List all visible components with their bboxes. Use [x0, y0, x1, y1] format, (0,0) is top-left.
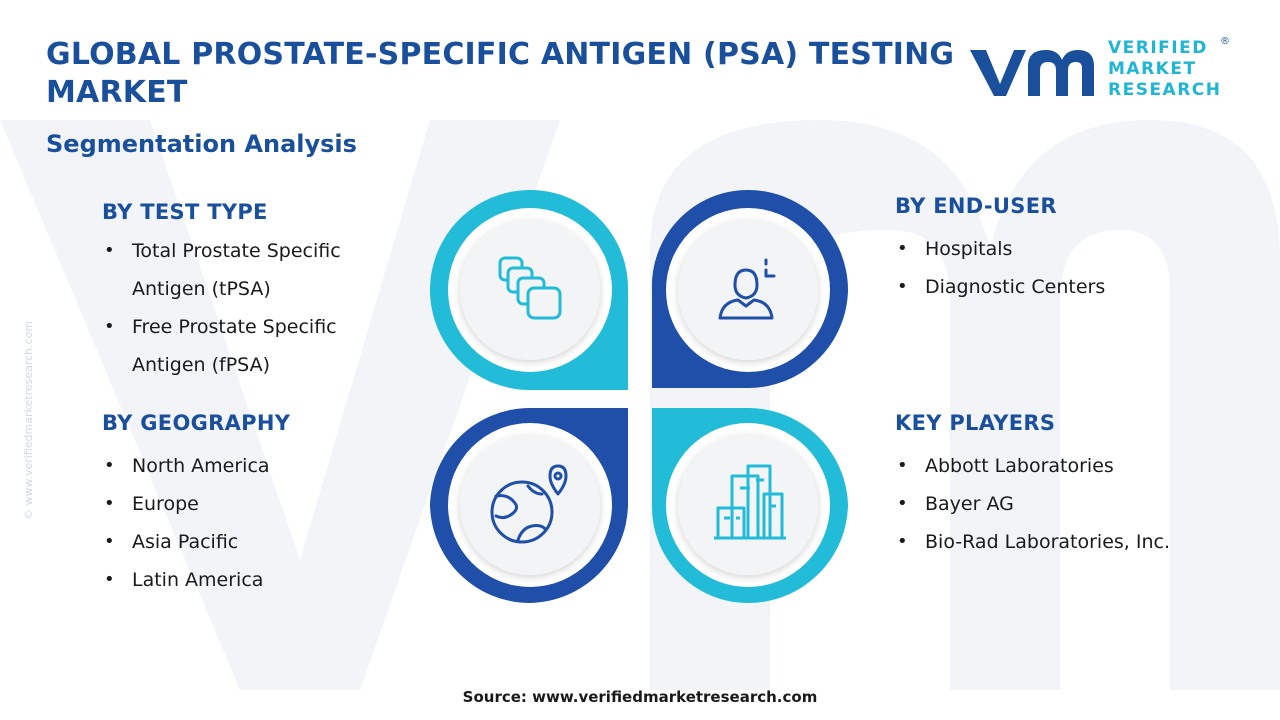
vmr-logo[interactable]: VERIFIED MARKET RESEARCH ®	[966, 36, 1236, 104]
segment-heading: BY GEOGRAPHY	[102, 411, 291, 435]
logo-line3: RESEARCH	[1108, 80, 1222, 100]
globe-location-icon	[490, 464, 568, 544]
list-item: Bio-Rad Laboratories, Inc.	[895, 523, 1235, 561]
logo-wordmark: VERIFIED MARKET RESEARCH	[1108, 38, 1222, 101]
segment-key-players: KEY PLAYERS Abbott Laboratories Bayer AG…	[895, 411, 1235, 561]
list-item: Abbott Laboratories	[895, 447, 1235, 485]
person-user-icon	[718, 258, 776, 320]
list-item: North America	[102, 447, 402, 485]
segment-test-type: BY TEST TYPE Total Prostate Specific Ant…	[102, 200, 402, 384]
side-credit: © www.verifiedmarketresearch.com	[22, 320, 35, 520]
list-item: Asia Pacific	[102, 523, 402, 561]
segment-heading: BY END-USER	[895, 194, 1057, 218]
segment-end-user: BY END-USER Hospitals Diagnostic Centers	[895, 194, 1225, 306]
stacked-cards-icon	[498, 256, 562, 320]
petal-bottom-left	[430, 408, 628, 603]
segment-heading: KEY PLAYERS	[895, 411, 1056, 435]
list-item: Bayer AG	[895, 485, 1235, 523]
list-item: Diagnostic Centers	[895, 268, 1225, 306]
segment-list: North America Europe Asia Pacific Latin …	[102, 447, 402, 599]
petal-top-right	[651, 190, 848, 388]
city-buildings-icon	[714, 464, 786, 540]
segment-list: Total Prostate Specific Antigen (tPSA) F…	[102, 232, 402, 384]
segment-geography: BY GEOGRAPHY North America Europe Asia P…	[102, 411, 402, 599]
list-item: Hospitals	[895, 230, 1225, 268]
page-subtitle: Segmentation Analysis	[46, 130, 357, 158]
petal-bottom-right	[651, 408, 848, 603]
segment-heading: BY TEST TYPE	[102, 200, 268, 224]
page-title: GLOBAL PROSTATE-SPECIFIC ANTIGEN (PSA) T…	[46, 37, 955, 110]
source-credit: Source: www.verifiedmarketresearch.com	[462, 688, 818, 706]
segment-list: Hospitals Diagnostic Centers	[895, 230, 1225, 306]
vmr-logo-mark-icon	[970, 50, 1094, 96]
logo-line2: MARKET	[1108, 59, 1197, 79]
segment-list: Abbott Laboratories Bayer AG Bio-Rad Lab…	[895, 447, 1235, 561]
list-item: Free Prostate Specific Antigen (fPSA)	[102, 308, 402, 384]
logo-line1: VERIFIED	[1108, 38, 1208, 58]
registered-mark: ®	[1220, 36, 1230, 47]
segmentation-petal-graphic	[430, 190, 848, 603]
list-item: Latin America	[102, 561, 402, 599]
list-item: Total Prostate Specific Antigen (tPSA)	[102, 232, 402, 308]
list-item: Europe	[102, 485, 402, 523]
